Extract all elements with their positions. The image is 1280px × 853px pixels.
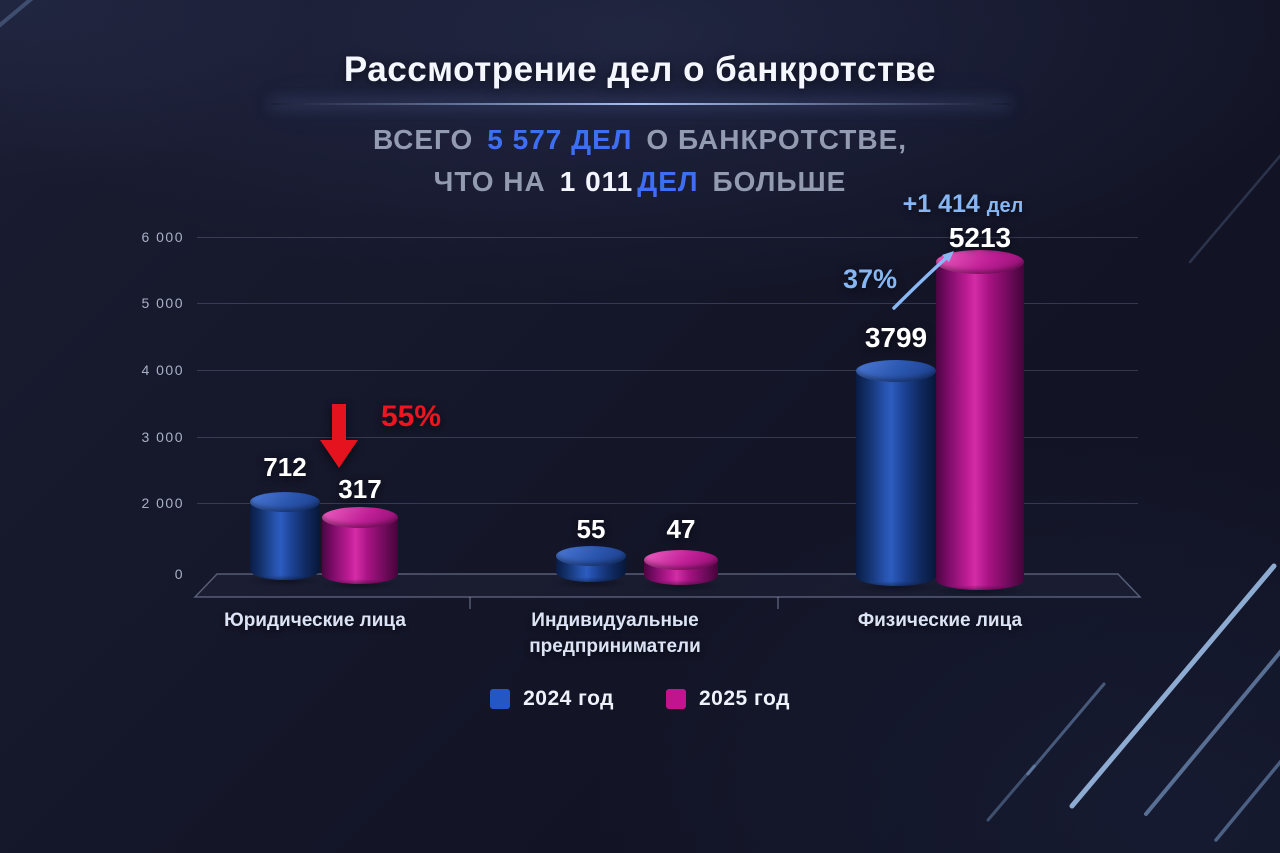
value-label-2024-physical: 3799 (864, 322, 928, 353)
subtitle-suffix: О БАНКРОТСТВЕ, (646, 124, 908, 155)
subtitle-prefix-2: ЧТО НА (433, 166, 546, 197)
value-label-2025-physical: 5213 (948, 222, 1012, 253)
legend-label-2024: 2024 год (523, 687, 614, 710)
chart-subtitle-line2: ЧТО НА 1 011 ДЕЛ БОЛЬШЕ (0, 166, 1280, 198)
legend-swatch-2024 (490, 689, 511, 709)
category-label-legal: Юридические лица (224, 610, 406, 631)
subtitle-increase-word: ДЕЛ (637, 166, 699, 197)
subtitle-prefix: ВСЕГО (372, 124, 474, 155)
bar-body (856, 371, 936, 586)
legend-item-2024: 2024 год (490, 687, 614, 711)
page-title: Рассмотрение дел о банкротстве (343, 50, 937, 89)
bar-top (644, 550, 718, 570)
bar-top (556, 546, 626, 566)
gridline-6000 (197, 237, 1138, 238)
gridline-3000 (197, 437, 1138, 438)
title-divider (270, 103, 1010, 105)
y-tick-2000: 2 000 (141, 495, 184, 511)
legend-item-2025: 2025 год (666, 687, 790, 711)
bar-2025-legal-entities (315, 507, 405, 591)
y-tick-0: 0 (174, 566, 184, 582)
subtitle-suffix-2: БОЛЬШЕ (712, 166, 847, 197)
bar-top (856, 360, 936, 382)
legend-label-2025: 2025 год (699, 687, 790, 710)
bar-2025-physical (928, 250, 1032, 597)
bar-2024-entrepreneurs (550, 546, 632, 589)
value-label-2024-entrepreneurs: 55 (576, 514, 606, 544)
value-label-2024-legal: 712 (263, 452, 307, 482)
chart-legend: 2024 год 2025 год (0, 687, 1280, 711)
category-label-physical: Физические лица (857, 610, 1023, 631)
chart-subtitle-line1: ВСЕГО 5 577 ДЕЛ О БАНКРОТСТВЕ, (0, 124, 1280, 156)
bar-top (250, 492, 320, 512)
decrease-arrow-icon (320, 404, 358, 468)
increase-delta-label: +1 414 дел (878, 190, 1048, 219)
y-tick-5000: 5 000 (141, 295, 184, 311)
decrease-percent-label: 55% (380, 400, 442, 433)
y-tick-6000: 6 000 (141, 229, 184, 245)
category-label-entrepreneurs: Индивидуальные предприниматели (529, 610, 701, 657)
y-tick-3000: 3 000 (141, 429, 184, 445)
value-label-2025-entrepreneurs: 47 (666, 514, 696, 544)
bar-body (322, 517, 398, 584)
gridline-2000 (197, 503, 1138, 504)
subtitle-increase-number: 1 011 (559, 166, 634, 197)
subtitle-total-cases: 5 577 ДЕЛ (487, 124, 633, 155)
bar-2025-entrepreneurs (638, 550, 724, 592)
bar-top (322, 507, 398, 528)
increase-arrow-icon (892, 251, 954, 310)
gridline-5000 (197, 303, 1138, 304)
y-tick-4000: 4 000 (141, 362, 184, 378)
bar-body (936, 262, 1024, 590)
bar-body (250, 502, 320, 580)
bar-2024-legal-entities (244, 492, 326, 587)
increase-percent-label: 37% (842, 264, 898, 294)
increase-delta-unit: дел (986, 195, 1024, 217)
bar-2024-physical (849, 360, 943, 593)
value-label-2025-legal: 317 (338, 474, 382, 504)
legend-swatch-2025 (666, 689, 686, 709)
increase-delta-number: +1 414 (902, 190, 980, 218)
gridline-4000 (197, 370, 1138, 371)
